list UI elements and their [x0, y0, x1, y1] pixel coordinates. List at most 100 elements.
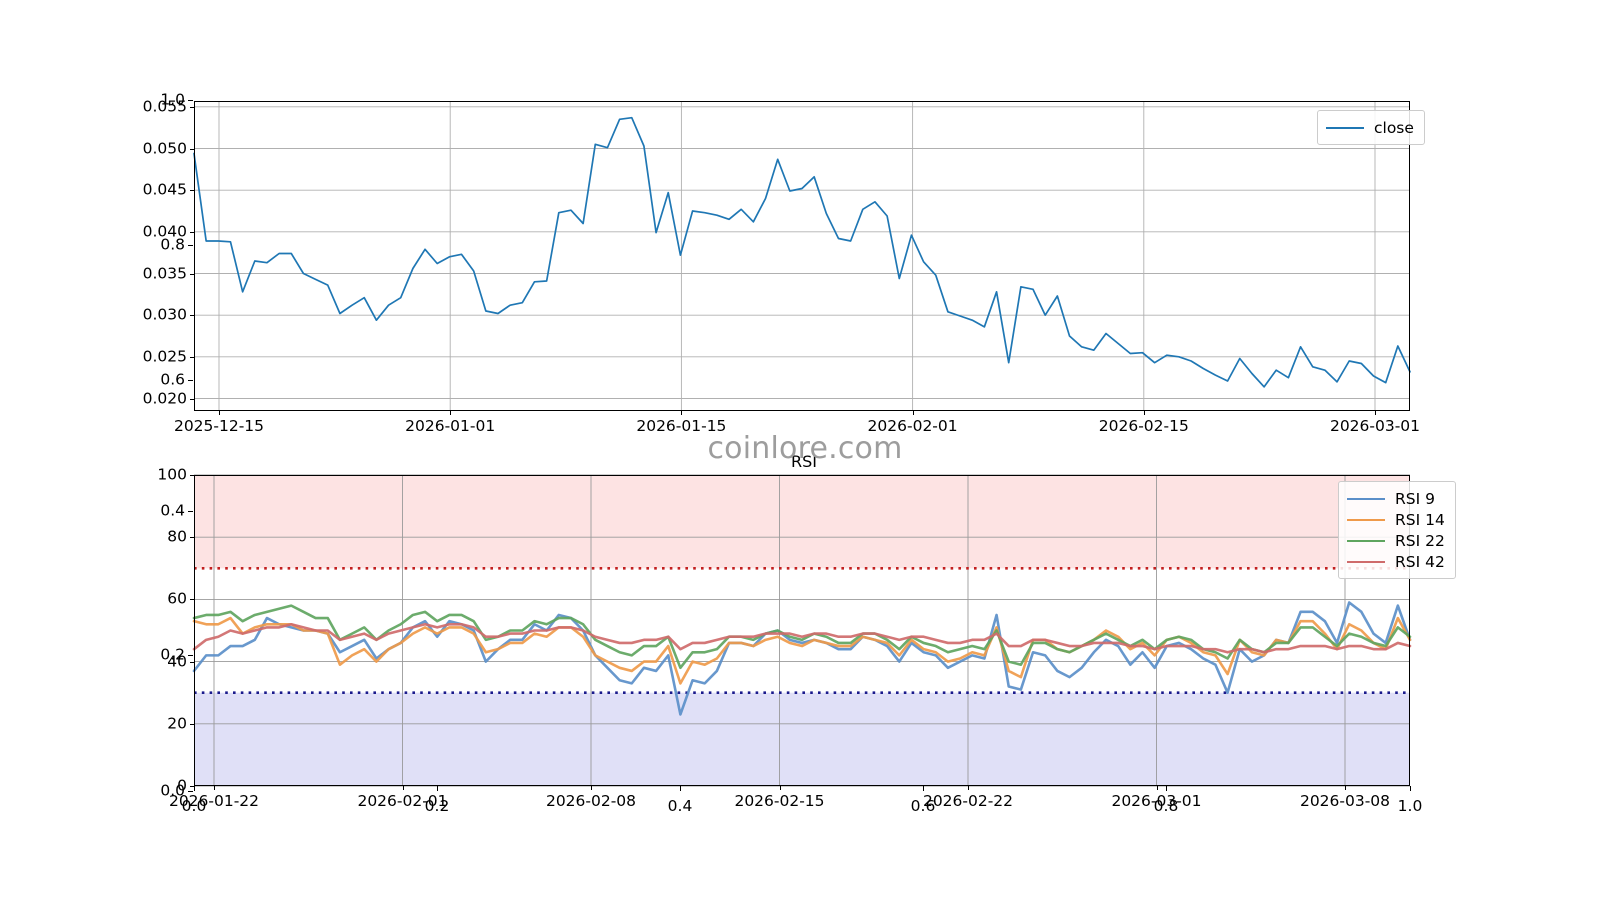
- price-y-tick-mark: [189, 315, 194, 317]
- rsi-chart-axes: 100 80 60 40 20 0 2026-01-22 2026-02-01 2026-02…: [157, 467, 1412, 809]
- price-legend-entry[interactable]: close: [1326, 117, 1414, 138]
- overlay-y-tick-label: 0.8: [160, 235, 185, 254]
- rsi-x-tick-label: 2026-02-01: [357, 792, 448, 810]
- rsi-y-tick-mark: [189, 475, 194, 477]
- price-y-tick-mark: [189, 190, 194, 192]
- price-y-tick-label: 0.020: [142, 388, 187, 407]
- legend-label: RSI 42: [1395, 552, 1445, 571]
- overlay-y-tick-mark: [188, 511, 193, 513]
- price-y-tick-label: 0.040: [142, 222, 187, 241]
- price-y-tick-mark: [189, 273, 194, 275]
- overlay-y-tick-label: 0.6: [160, 370, 185, 389]
- price-x-tick-mark: [912, 411, 914, 416]
- rsi-x-tick-mark: [1345, 786, 1347, 791]
- price-x-tick-mark: [1375, 411, 1377, 416]
- rsi-y-tick-label: 100: [157, 465, 187, 484]
- overlay-y-tick-mark: [188, 245, 193, 247]
- legend-color-swatch: [1347, 539, 1385, 542]
- price-chart-axes: 0.055 0.050 0.045 0.040 0.035 0.030 0.025 0.020…: [143, 99, 1420, 434]
- rsi-legend-entry[interactable]: RSI 14: [1347, 509, 1445, 530]
- rsi-panel-title: RSI: [791, 452, 817, 471]
- price-y-tick-mark: [189, 106, 194, 108]
- rsi-y-tick-mark: [189, 723, 194, 725]
- rsi-x-tick-mark: [402, 786, 404, 791]
- price-y-tick-label: 0.055: [142, 97, 187, 116]
- price-y-tick-mark: [189, 148, 194, 150]
- overlay-y-tick-mark: [188, 655, 193, 657]
- coinlore-watermark: coinlore.com: [707, 431, 903, 466]
- rsi-y-tick-label: 40: [167, 651, 187, 670]
- legend-label: RSI 9: [1395, 489, 1435, 508]
- overlay-x-tick-label: 0.2: [424, 797, 450, 815]
- price-y-tick-mark: [189, 356, 194, 358]
- legend-color-swatch: [1347, 560, 1385, 563]
- rsi-x-tick-label: 2026-01-22: [168, 792, 260, 810]
- legend-color-swatch: [1326, 126, 1364, 129]
- rsi-y-tick-label: 20: [167, 714, 187, 733]
- overlay-x-tick-mark: [437, 786, 439, 791]
- overlay-y-tick-label: 1.0: [160, 90, 185, 109]
- rsi-x-tick-mark: [968, 786, 970, 791]
- rsi-y-tick-mark: [189, 786, 194, 788]
- overlay-x-tick-mark: [1410, 786, 1412, 791]
- rsi-y-tick-mark: [189, 661, 194, 663]
- price-y-tick-mark: [189, 398, 194, 400]
- overlay-x-tick-mark: [680, 786, 682, 791]
- rsi-y-tick-label: 80: [167, 527, 187, 546]
- rsi-x-tick-mark: [591, 786, 593, 791]
- price-x-tick-mark: [219, 411, 221, 416]
- price-line-plot: [193, 101, 1411, 411]
- overlay-y-tick-mark: [188, 791, 193, 793]
- rsi-x-tick-mark: [1156, 786, 1158, 791]
- legend-color-swatch: [1347, 497, 1385, 500]
- rsi-x-tick-label: 2026-02-22: [922, 792, 1014, 810]
- rsi-x-tick-label: 2026-03-08: [1299, 792, 1391, 810]
- legend-label: RSI 22: [1395, 531, 1445, 550]
- price-x-tick-label: 2026-02-15: [1098, 417, 1189, 435]
- price-x-tick-mark: [681, 411, 683, 416]
- price-y-tick-label: 0.045: [142, 180, 187, 199]
- rsi-legend[interactable]: RSI 9 RSI 14 RSI 22 RSI 42: [1338, 481, 1456, 579]
- overlay-y-tick-mark: [188, 380, 193, 382]
- rsi-y-tick-label: 60: [167, 589, 187, 608]
- price-y-tick-label: 0.025: [142, 347, 187, 366]
- rsi-x-tick-mark: [214, 786, 216, 791]
- rsi-x-tick-mark: [779, 786, 781, 791]
- overlay-y-tick-label: 0.4: [160, 501, 185, 520]
- rsi-legend-entry[interactable]: RSI 9: [1347, 488, 1445, 509]
- rsi-x-tick-label: 2026-03-01: [1111, 792, 1202, 810]
- overlay-x-tick-mark: [1166, 786, 1168, 791]
- price-y-tick-label: 0.050: [142, 138, 187, 157]
- overlay-y-tick-label: 0.0: [160, 781, 185, 800]
- rsi-legend-entry[interactable]: RSI 42: [1347, 551, 1445, 572]
- rsi-x-tick-label: 2026-02-08: [545, 792, 637, 810]
- price-x-tick-label: 2026-01-01: [405, 417, 496, 435]
- price-y-tick-label: 0.030: [142, 305, 187, 324]
- rsi-y-tick-mark: [189, 537, 194, 539]
- overlay-x-tick-label: 0.8: [1153, 797, 1179, 815]
- overlay-x-tick-label: 1.0: [1397, 797, 1423, 815]
- legend-label: RSI 14: [1395, 510, 1445, 529]
- price-legend[interactable]: close: [1317, 110, 1425, 145]
- price-x-tick-mark: [1143, 411, 1145, 416]
- rsi-y-tick-label: 0: [177, 776, 187, 795]
- rsi-line-plot: [192, 474, 1412, 787]
- price-x-tick-label: 2025-12-15: [173, 417, 265, 435]
- overlay-x-tick-label: 0.0: [181, 797, 207, 815]
- rsi-legend-entry[interactable]: RSI 22: [1347, 530, 1445, 551]
- overlay-y-tick-mark: [188, 100, 193, 102]
- price-y-tick-mark: [189, 231, 194, 233]
- price-x-tick-label: 2026-02-01: [867, 417, 958, 435]
- overlay-x-tick-label: 0.4: [667, 797, 693, 815]
- price-x-tick-label: 2026-01-15: [636, 417, 727, 435]
- rsi-x-tick-label: 2026-02-15: [734, 792, 825, 810]
- legend-color-swatch: [1347, 518, 1385, 521]
- legend-label: close: [1374, 118, 1414, 137]
- price-x-tick-mark: [450, 411, 452, 416]
- price-y-tick-label: 0.035: [142, 263, 187, 282]
- overlay-x-tick-mark: [194, 786, 196, 791]
- price-x-tick-label: 2026-03-01: [1329, 417, 1421, 435]
- overlay-x-tick-mark: [923, 786, 925, 791]
- rsi-y-tick-mark: [189, 599, 194, 601]
